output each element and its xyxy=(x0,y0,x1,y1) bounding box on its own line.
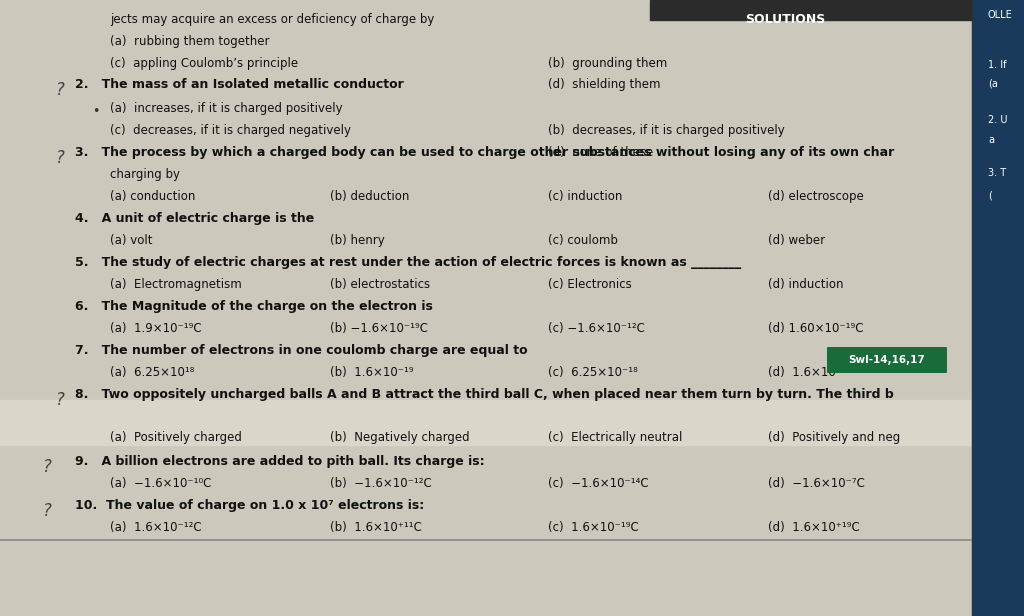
Text: (c) induction: (c) induction xyxy=(548,190,623,203)
Text: (b) −1.6×10⁻¹⁹C: (b) −1.6×10⁻¹⁹C xyxy=(330,322,428,335)
Text: (c)  −1.6×10⁻¹⁴C: (c) −1.6×10⁻¹⁴C xyxy=(548,477,648,490)
Text: (c)  1.6×10⁻¹⁹C: (c) 1.6×10⁻¹⁹C xyxy=(548,521,639,534)
Text: (b) henry: (b) henry xyxy=(330,234,385,247)
Text: OLLE: OLLE xyxy=(988,10,1013,20)
Text: charging by: charging by xyxy=(110,168,180,181)
Text: (b) deduction: (b) deduction xyxy=(330,190,410,203)
Text: (a)  −1.6×10⁻¹⁰C: (a) −1.6×10⁻¹⁰C xyxy=(110,477,211,490)
Text: (d)  shielding them: (d) shielding them xyxy=(548,78,660,91)
Text: Swl-14,16,17: Swl-14,16,17 xyxy=(849,355,926,365)
Text: (c)  appling Coulomb’s principle: (c) appling Coulomb’s principle xyxy=(110,57,298,70)
Text: (d) electroscope: (d) electroscope xyxy=(768,190,864,203)
Text: (c)  decreases, if it is charged negatively: (c) decreases, if it is charged negative… xyxy=(110,124,351,137)
Text: (a)  1.6×10⁻¹²C: (a) 1.6×10⁻¹²C xyxy=(110,521,202,534)
Text: ?: ? xyxy=(43,502,51,520)
Text: (a)  1.9×10⁻¹⁹C: (a) 1.9×10⁻¹⁹C xyxy=(110,322,202,335)
Text: 3.   The process by which a charged body can be used to charge other substances : 3. The process by which a charged body c… xyxy=(75,146,894,159)
Text: (a)  increases, if it is charged positively: (a) increases, if it is charged positive… xyxy=(110,102,343,115)
Text: 7.   The number of electrons in one coulomb charge are equal to: 7. The number of electrons in one coulom… xyxy=(75,344,527,357)
Text: 2.   The mass of an Isolated metallic conductor: 2. The mass of an Isolated metallic cond… xyxy=(75,78,403,91)
Text: 1. If: 1. If xyxy=(988,60,1007,70)
Text: (b)  decreases, if it is charged positively: (b) decreases, if it is charged positive… xyxy=(548,124,784,137)
Text: (d)  none of these: (d) none of these xyxy=(548,146,653,159)
Bar xyxy=(0,400,972,445)
Text: 3. T: 3. T xyxy=(988,168,1007,178)
Text: (b) electrostatics: (b) electrostatics xyxy=(330,278,430,291)
Text: (a) volt: (a) volt xyxy=(110,234,153,247)
Text: 8.   Two oppositely uncharged balls A and B attract the third ball C, when place: 8. Two oppositely uncharged balls A and … xyxy=(75,388,894,401)
Text: (d) induction: (d) induction xyxy=(768,278,844,291)
Text: (a)  Electromagnetism: (a) Electromagnetism xyxy=(110,278,242,291)
Text: 9.   A billion electrons are added to pith ball. Its charge is:: 9. A billion electrons are added to pith… xyxy=(75,455,484,468)
FancyBboxPatch shape xyxy=(827,347,947,373)
Text: (c)  Electrically neutral: (c) Electrically neutral xyxy=(548,431,682,444)
Text: 10.  The value of charge on 1.0 x 10⁷ electrons is:: 10. The value of charge on 1.0 x 10⁷ ele… xyxy=(75,499,424,512)
Text: 2. U: 2. U xyxy=(988,115,1008,125)
Text: ?: ? xyxy=(55,149,65,167)
Text: SOLUTIONS: SOLUTIONS xyxy=(744,13,825,26)
Text: (d)  −1.6×10⁻⁷C: (d) −1.6×10⁻⁷C xyxy=(768,477,865,490)
Text: (d)  Positively and neg: (d) Positively and neg xyxy=(768,431,900,444)
Text: (a)  6.25×10¹⁸: (a) 6.25×10¹⁸ xyxy=(110,366,195,379)
Text: (a) conduction: (a) conduction xyxy=(110,190,196,203)
Text: (c) −1.6×10⁻¹²C: (c) −1.6×10⁻¹²C xyxy=(548,322,645,335)
Text: 4.   A unit of electric charge is the: 4. A unit of electric charge is the xyxy=(75,212,314,225)
Text: (b)  Negatively charged: (b) Negatively charged xyxy=(330,431,470,444)
Text: 6.   The Magnitude of the charge on the electron is: 6. The Magnitude of the charge on the el… xyxy=(75,300,433,313)
Text: (b)  −1.6×10⁻¹²C: (b) −1.6×10⁻¹²C xyxy=(330,477,432,490)
Text: (b)  1.6×10⁺¹¹C: (b) 1.6×10⁺¹¹C xyxy=(330,521,422,534)
Text: ?: ? xyxy=(55,81,65,99)
Text: (b)  grounding them: (b) grounding them xyxy=(548,57,668,70)
Text: (c) coulomb: (c) coulomb xyxy=(548,234,617,247)
Text: (: ( xyxy=(988,190,992,200)
Text: (b)  1.6×10⁻¹⁹: (b) 1.6×10⁻¹⁹ xyxy=(330,366,414,379)
Bar xyxy=(972,0,1024,616)
Text: (d) 1.60×10⁻¹⁹C: (d) 1.60×10⁻¹⁹C xyxy=(768,322,863,335)
Text: (a)  rubbing them together: (a) rubbing them together xyxy=(110,35,269,48)
Text: (d)  1.6×10⁺¹⁹C: (d) 1.6×10⁺¹⁹C xyxy=(768,521,860,534)
Text: (a: (a xyxy=(988,78,997,88)
Text: (d) weber: (d) weber xyxy=(768,234,825,247)
Text: a: a xyxy=(988,135,994,145)
Text: (a)  Positively charged: (a) Positively charged xyxy=(110,431,242,444)
Text: •: • xyxy=(92,105,99,118)
Text: ?: ? xyxy=(55,391,65,409)
Text: jects may acquire an excess or deficiency of charge by: jects may acquire an excess or deficienc… xyxy=(110,13,434,26)
Text: 5.   The study of electric charges at rest under the action of electric forces i: 5. The study of electric charges at rest… xyxy=(75,256,741,269)
Bar xyxy=(650,0,972,20)
Text: (d)  1.6×10¹⁹: (d) 1.6×10¹⁹ xyxy=(768,366,846,379)
Text: (c) Electronics: (c) Electronics xyxy=(548,278,632,291)
Text: ?: ? xyxy=(43,458,51,476)
Text: (c)  6.25×10⁻¹⁸: (c) 6.25×10⁻¹⁸ xyxy=(548,366,638,379)
